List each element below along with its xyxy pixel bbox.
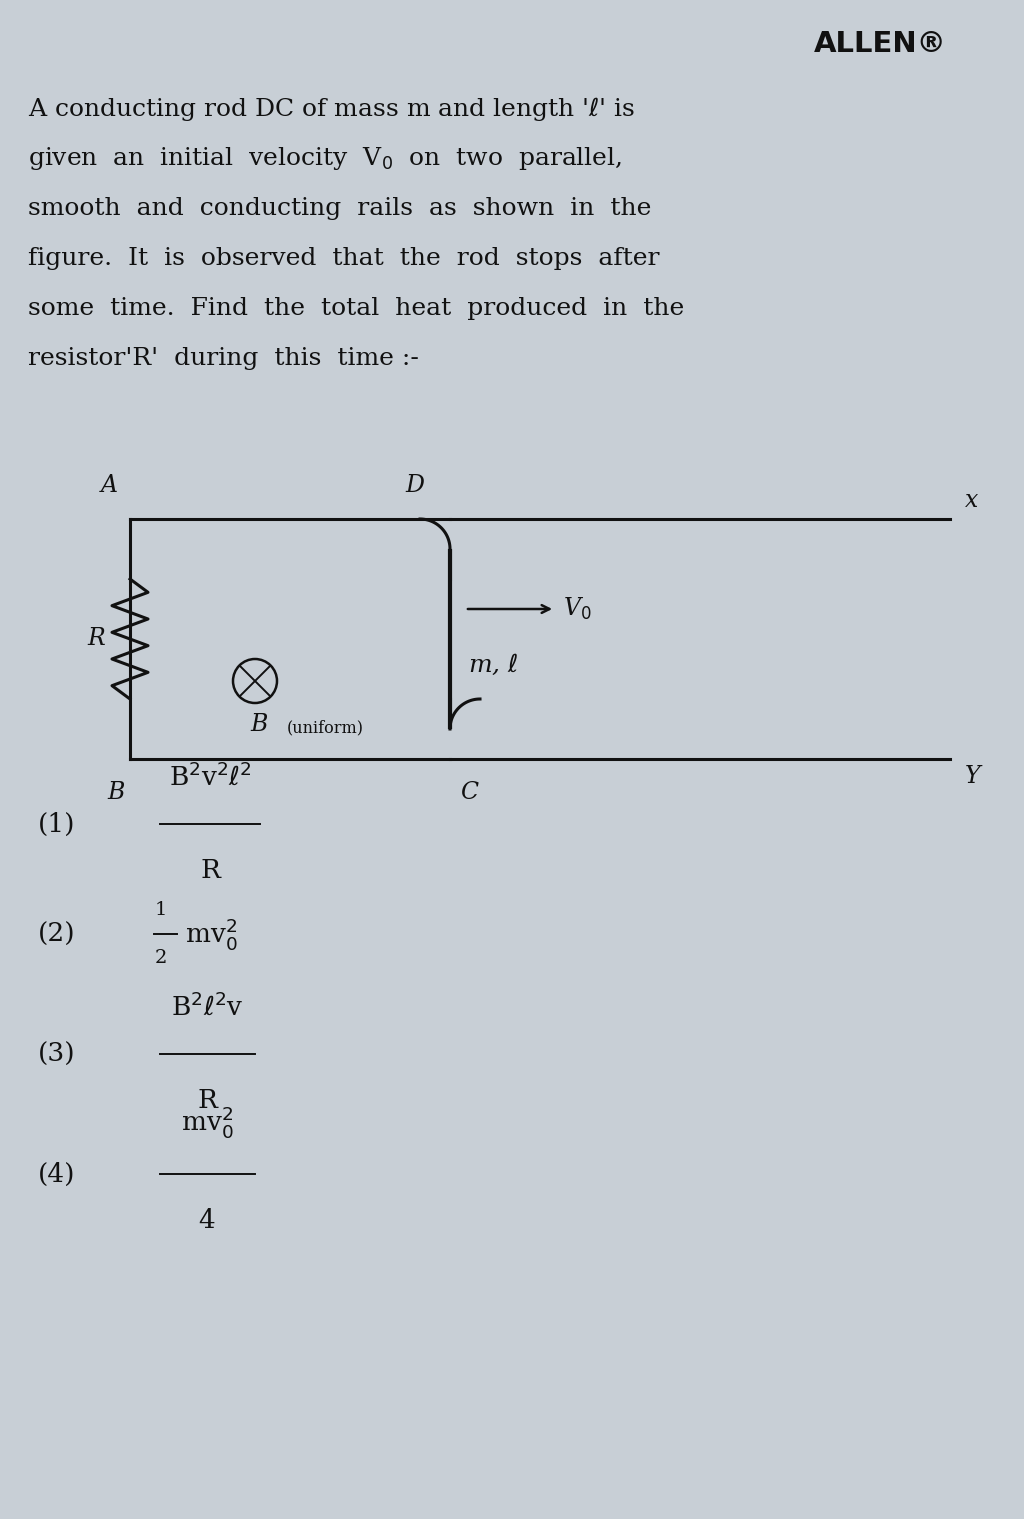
Text: (4): (4) [38,1162,76,1186]
Text: C: C [460,781,478,804]
Text: figure.  It  is  observed  that  the  rod  stops  after: figure. It is observed that the rod stop… [28,248,659,270]
Text: B$^2$v$^2$$\ell$$^2$: B$^2$v$^2$$\ell$$^2$ [169,763,252,790]
Text: smooth  and  conducting  rails  as  shown  in  the: smooth and conducting rails as shown in … [28,197,651,220]
Text: x: x [965,489,978,512]
Text: A: A [101,474,118,497]
Text: (uniform): (uniform) [287,718,364,737]
Text: mv$_0^2$: mv$_0^2$ [180,1104,233,1139]
Text: m, $\ell$: m, $\ell$ [468,652,518,676]
Text: V$_0$: V$_0$ [563,595,592,623]
Text: B: B [250,712,267,737]
Text: D: D [406,474,425,497]
Text: resistor'R'  during  this  time :-: resistor'R' during this time :- [28,348,419,371]
Text: R: R [87,627,105,650]
Text: (3): (3) [38,1042,76,1066]
Text: 2: 2 [155,949,167,968]
Text: Y: Y [965,766,981,788]
Text: B$^2$$\ell$$^2$v: B$^2$$\ell$$^2$v [171,992,244,1019]
Text: R: R [197,1088,217,1113]
Text: 4: 4 [199,1208,215,1233]
Text: given  an  initial  velocity  V$_0$  on  two  parallel,: given an initial velocity V$_0$ on two p… [28,146,623,173]
Text: A conducting rod DC of mass m and length '$\ell$' is: A conducting rod DC of mass m and length… [28,96,635,123]
Text: mv$_0^2$: mv$_0^2$ [185,916,238,952]
Text: ALLEN®: ALLEN® [814,30,946,58]
Text: (1): (1) [38,811,76,837]
Text: some  time.  Find  the  total  heat  produced  in  the: some time. Find the total heat produced … [28,298,684,321]
Text: (2): (2) [38,922,76,946]
Text: B: B [108,781,125,804]
Text: R: R [200,858,220,883]
Text: 1: 1 [155,901,167,919]
